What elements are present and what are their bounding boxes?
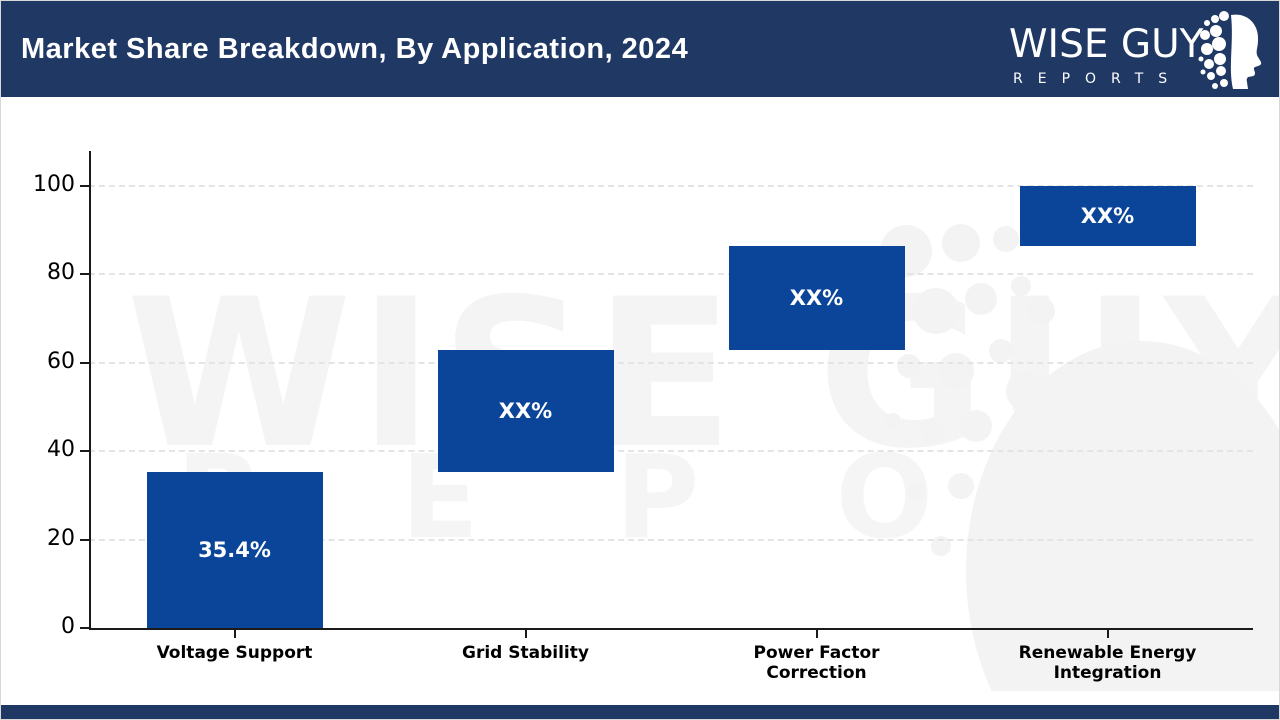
x-tickmark-2 [524,629,527,638]
x-category-label-line: Voltage Support [156,643,313,663]
x-tickmark-3 [815,629,818,638]
bar-value-label: 35.4% [198,537,271,562]
bar-segment-3: XX% [728,245,905,350]
x-category-label-line: Renewable Energy [1018,643,1197,663]
gridline-80 [89,273,1253,276]
y-tickmark-0 [80,627,89,629]
x-category-label-2: Grid Stability [376,643,676,663]
bar-value-label: XX% [1080,203,1135,228]
bar-value-label: XX% [498,398,553,423]
gridline-60 [89,361,1253,364]
x-category-label-line: Grid Stability [462,643,589,663]
x-category-label-3: Power Factor Correction [667,643,967,683]
x-tickmark-4 [1106,629,1109,638]
y-tickmark-100 [80,185,89,187]
svg-text:REPORTS: REPORTS [1013,71,1182,87]
y-tickmark-40 [80,450,89,453]
y-tick-label-40: 40 [47,437,75,463]
x-tickmark-1 [233,629,236,638]
gridline-40 [89,450,1253,453]
logo-face-icon [1198,11,1262,90]
header-bar: Market Share Breakdown, By Application, … [1,1,1279,97]
y-tickmark-60 [80,361,89,364]
page-title: Market Share Breakdown, By Application, … [21,32,689,65]
bar-value-label: XX% [789,285,844,310]
y-tickmark-80 [80,273,89,276]
x-category-label-line: Integration [1053,663,1162,683]
y-tick-label-0: 0 [61,614,75,639]
y-tickmark-20 [80,538,89,541]
footer-bar [1,705,1279,719]
gridline-100 [89,185,1253,187]
x-category-label-4: Renewable Energy Integration [958,643,1258,683]
y-tick-label-20: 20 [47,525,75,551]
y-tick-label-60: 60 [47,348,75,374]
x-category-label-1: Voltage Support [85,643,385,663]
y-axis-line [89,151,91,630]
y-tick-label-80: 80 [47,260,75,286]
x-category-label-line: Correction [766,663,867,683]
bar-segment-1: 35.4% [146,471,323,628]
svg-text:WISE GUY: WISE GUY [1009,22,1204,67]
x-category-label-line: Power Factor [753,643,880,663]
bar-segment-2: XX% [437,349,614,472]
gridline-20 [89,538,1253,541]
bar-segment-4: XX% [1019,186,1196,246]
watermark-face-icon [875,224,1279,691]
y-tick-label-100: 100 [33,172,75,197]
x-axis-line [89,628,1253,630]
wise-guy-reports-logo: WISE GUY REPORTS [1009,11,1262,90]
